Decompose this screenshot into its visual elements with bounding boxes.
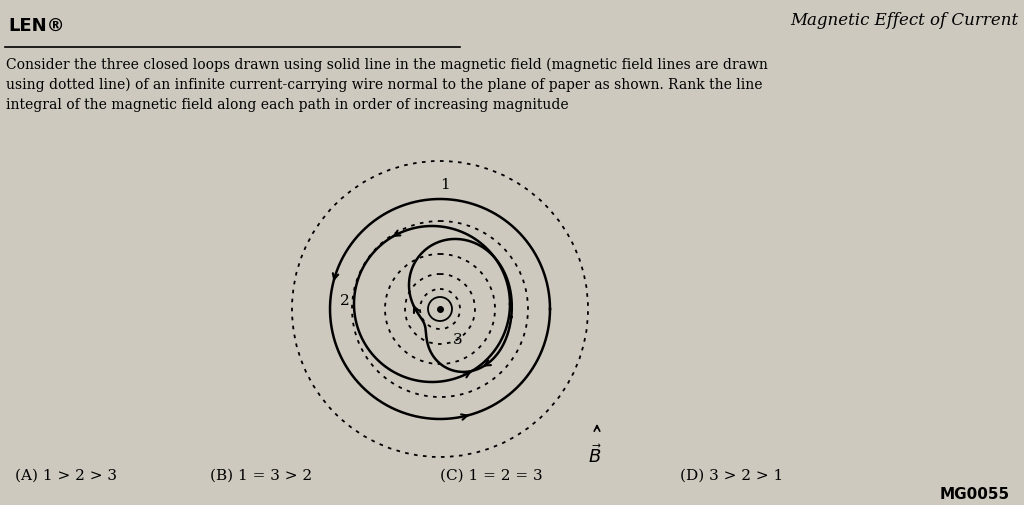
Text: (B) 1 = 3 > 2: (B) 1 = 3 > 2: [210, 468, 312, 482]
Text: MG0055: MG0055: [940, 486, 1010, 501]
Text: (D) 3 > 2 > 1: (D) 3 > 2 > 1: [680, 468, 783, 482]
Text: Magnetic Effect of Current: Magnetic Effect of Current: [790, 12, 1018, 29]
Text: $\vec{B}$: $\vec{B}$: [588, 443, 602, 466]
Text: 1: 1: [440, 178, 450, 191]
Text: integral of the magnetic field along each path in order of increasing magnitude: integral of the magnetic field along eac…: [6, 98, 568, 112]
Text: LEN®: LEN®: [8, 17, 65, 35]
Text: (C) 1 = 2 = 3: (C) 1 = 2 = 3: [440, 468, 543, 482]
Text: using dotted line) of an infinite current-carrying wire normal to the plane of p: using dotted line) of an infinite curren…: [6, 78, 763, 92]
Text: 2: 2: [340, 293, 350, 308]
Text: (A) 1 > 2 > 3: (A) 1 > 2 > 3: [15, 468, 117, 482]
Text: Consider the three closed loops drawn using solid line in the magnetic field (ma: Consider the three closed loops drawn us…: [6, 58, 768, 72]
Text: 3: 3: [454, 332, 463, 346]
